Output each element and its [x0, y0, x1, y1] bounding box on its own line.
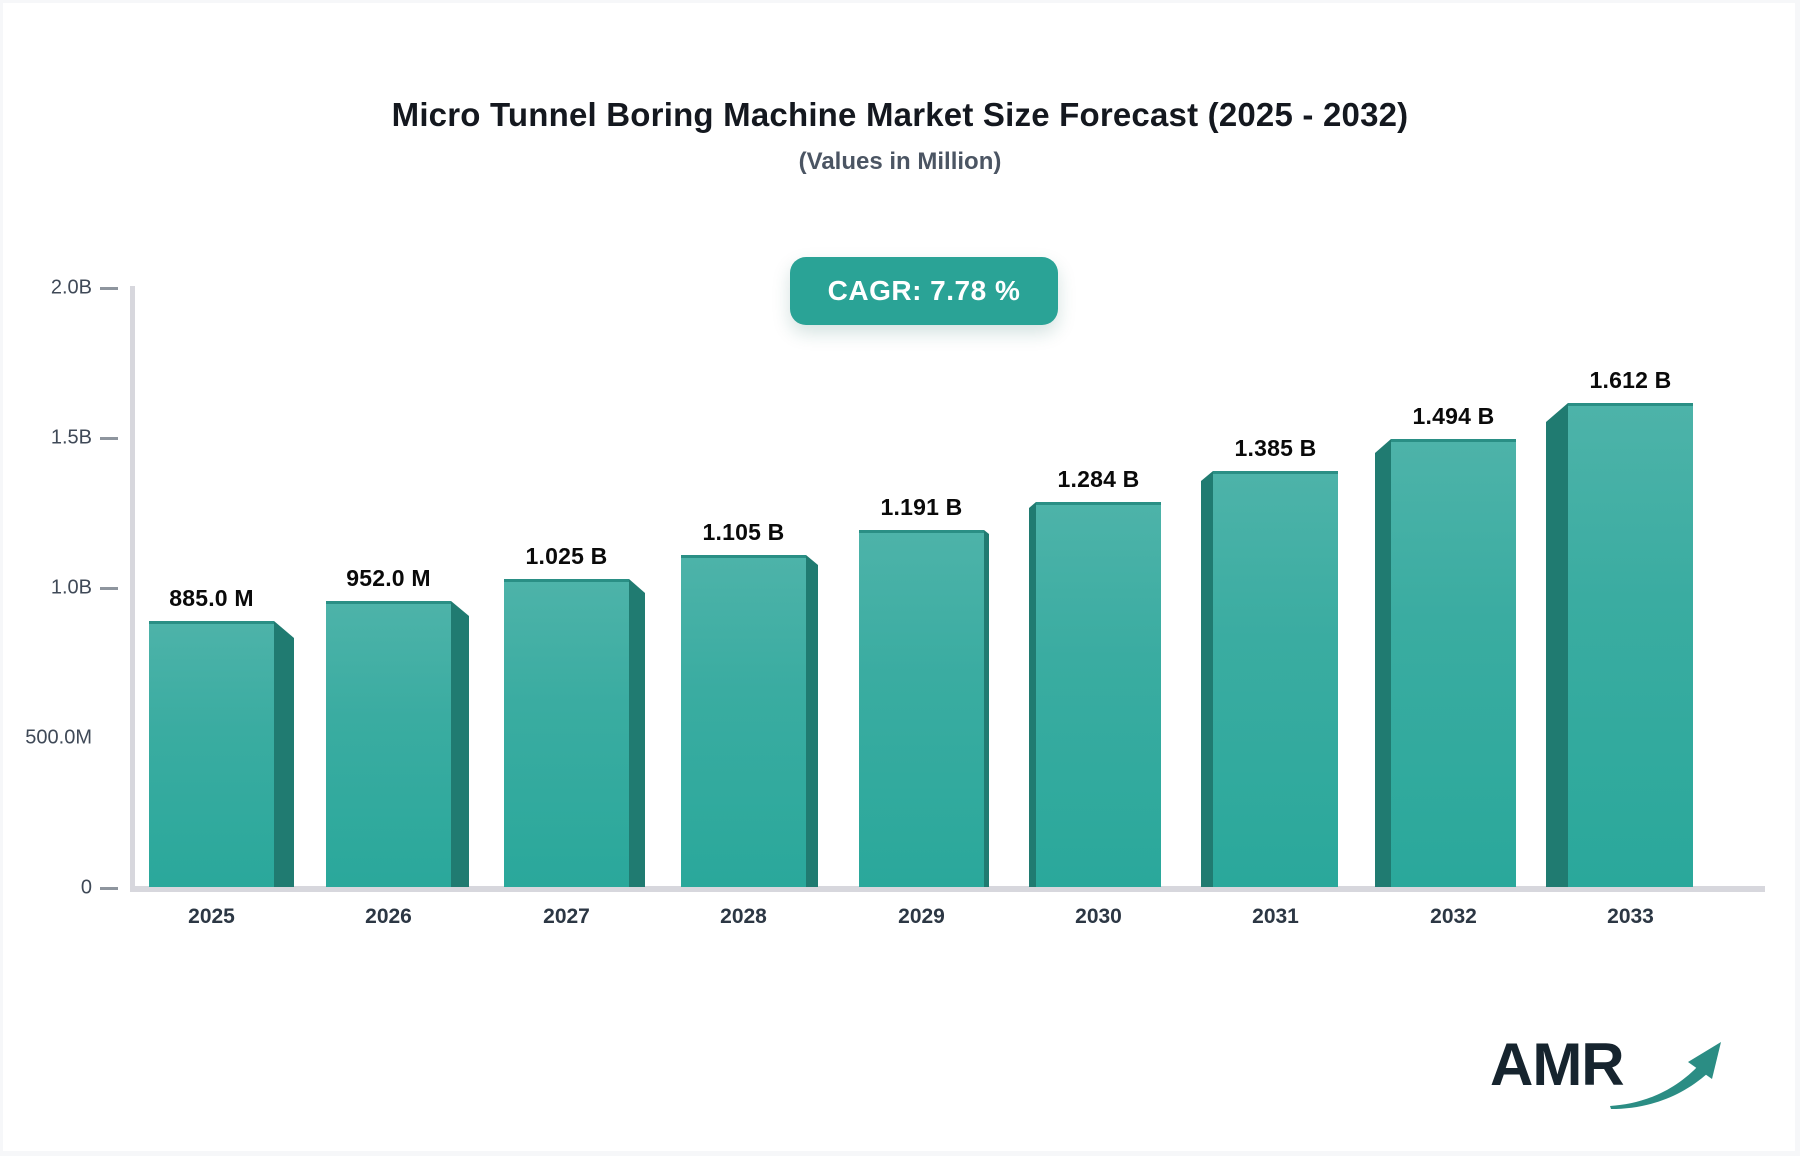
- brand-logo: AMR: [1490, 1022, 1721, 1112]
- bar-front-face: [681, 555, 806, 887]
- y-axis-line: [130, 286, 135, 892]
- bar-value-label: 1.385 B: [1234, 435, 1317, 461]
- bar-value-label: 885.0 M: [169, 585, 254, 611]
- bar-front-face: [149, 621, 274, 887]
- bar-value-label: 1.025 B: [525, 543, 608, 569]
- bar-2030: 1.284 B 2030: [1029, 466, 1161, 928]
- bar-side-face: [1029, 502, 1036, 887]
- bar-front-face: [504, 579, 629, 887]
- x-tick-label: 2026: [365, 905, 412, 928]
- bar-front-face: [326, 601, 451, 887]
- bar-2032: 1.494 B 2032: [1375, 403, 1516, 928]
- bar-value-label: 1.494 B: [1412, 403, 1495, 429]
- x-axis-line: [130, 886, 1765, 892]
- x-tick-label: 2028: [720, 905, 767, 928]
- bar-2026: 952.0 M 2026: [326, 565, 469, 928]
- x-tick-label: 2025: [188, 905, 235, 928]
- cagr-badge: CAGR: 7.78 %: [790, 257, 1058, 325]
- y-tick-label: 2.0B: [50, 276, 92, 299]
- x-tick-label: 2027: [543, 905, 590, 928]
- y-tick-mark: [100, 287, 118, 290]
- chart-subtitle: (Values in Million): [798, 148, 1002, 175]
- x-tick-label: 2032: [1430, 905, 1477, 928]
- bar-side-face: [1375, 439, 1391, 887]
- bar-value-label: 1.612 B: [1589, 367, 1672, 393]
- bar-side-face: [806, 555, 818, 887]
- chart-title: Micro Tunnel Boring Machine Market Size …: [391, 96, 1409, 133]
- bar-front-face: [1391, 439, 1516, 887]
- bar-2029: 1.191 B 2029: [859, 494, 989, 928]
- y-tick-label: 500.0M: [25, 726, 92, 749]
- bar-2028: 1.105 B 2028: [681, 519, 818, 928]
- y-tick-label: 1.0B: [50, 576, 92, 599]
- bar-2031: 1.385 B 2031: [1201, 435, 1338, 928]
- brand-logo-text: AMR: [1490, 1031, 1625, 1098]
- bar-side-face: [629, 579, 645, 887]
- cagr-badge-label: CAGR: 7.78 %: [827, 275, 1021, 306]
- x-tick-label: 2031: [1252, 905, 1299, 928]
- bar-side-face: [984, 530, 989, 887]
- x-tick-label: 2030: [1075, 905, 1122, 928]
- x-tick-label: 2033: [1607, 905, 1654, 928]
- bar-value-label: 1.284 B: [1057, 466, 1140, 492]
- y-tick-mark: [100, 887, 118, 890]
- x-tick-label: 2029: [898, 905, 945, 928]
- bar-value-label: 952.0 M: [346, 565, 431, 591]
- bar-side-face: [451, 601, 469, 887]
- bar-front-face: [1213, 471, 1338, 887]
- bar-front-face: [1036, 502, 1161, 887]
- trend-up-arrow-icon: [1610, 1042, 1721, 1109]
- y-tick-label: 0: [80, 876, 92, 899]
- bar-2033: 1.612 B 2033: [1546, 367, 1693, 928]
- bar-front-face: [859, 530, 984, 887]
- bar-front-face: [1568, 403, 1693, 887]
- bar-value-label: 1.191 B: [880, 494, 963, 520]
- bar-value-label: 1.105 B: [702, 519, 785, 545]
- y-tick-label: 1.5B: [50, 426, 92, 449]
- bar-2027: 1.025 B 2027: [504, 543, 645, 928]
- y-tick-mark: [100, 437, 118, 440]
- bar-2025: 885.0 M 2025: [149, 585, 294, 928]
- bar-side-face: [1546, 403, 1568, 887]
- bar-side-face: [274, 621, 294, 887]
- bar-side-face: [1201, 471, 1213, 887]
- y-tick-mark: [100, 587, 118, 590]
